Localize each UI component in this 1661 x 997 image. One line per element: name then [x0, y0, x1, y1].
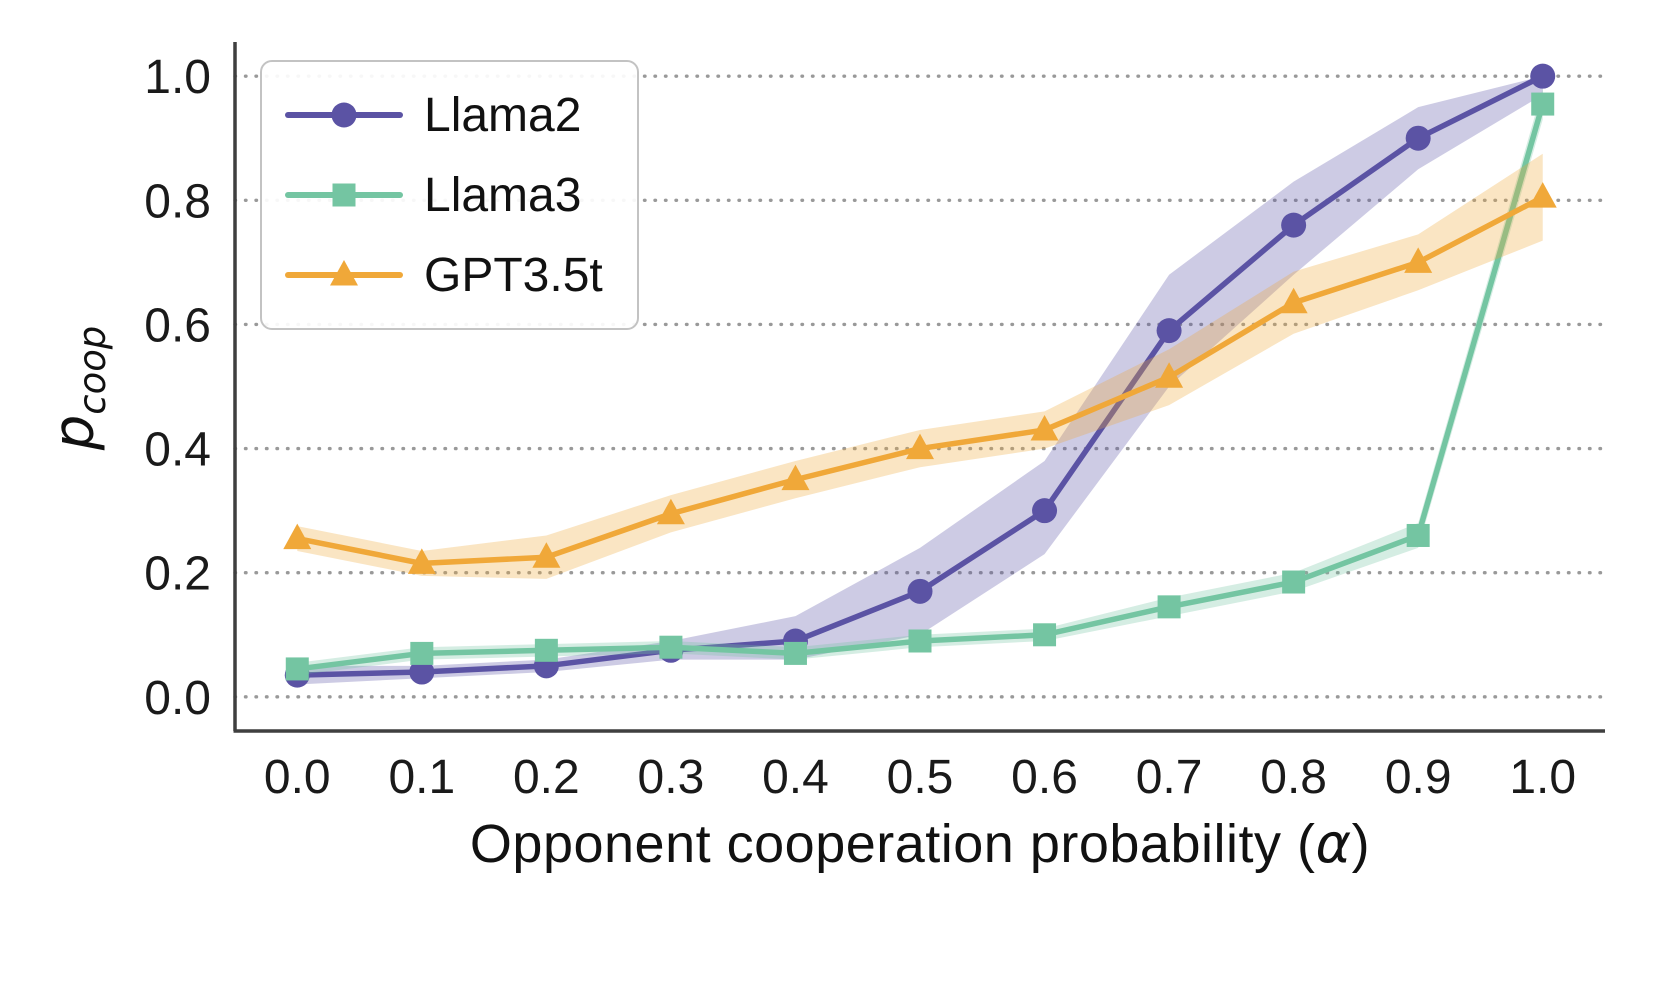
x-tick-label: 1.0	[1509, 751, 1576, 804]
x-tick-label: 0.3	[638, 751, 705, 804]
circle-marker-icon	[409, 659, 435, 685]
legend-item-gpt35t: GPT3.5t	[284, 238, 603, 312]
legend-swatch-llama3	[285, 183, 403, 207]
circle-marker-icon	[1156, 318, 1182, 344]
triangle-marker-icon	[906, 433, 934, 460]
x-tick-label: 0.9	[1385, 751, 1452, 804]
circle-marker-icon	[907, 578, 933, 604]
confidence-band-llama2	[297, 76, 1543, 685]
circle-marker-icon	[1405, 125, 1431, 151]
x-tick-label: 0.2	[513, 751, 580, 804]
legend-swatch-gpt35t	[285, 260, 403, 286]
y-tick-label: 1.0	[144, 51, 211, 104]
triangle-marker-icon	[781, 464, 810, 491]
x-tick-label: 0.1	[388, 751, 455, 804]
tick-labels: 0.0 0.1 0.2 0.3 0.4 0.5 0.6 0.7 0.8 0.9 1.0 0.0 0.2 0…	[144, 51, 1576, 804]
square-marker-icon	[410, 641, 434, 665]
circle-marker-icon	[1032, 498, 1058, 524]
triangle-marker-icon	[1030, 414, 1059, 441]
square-marker-icon	[285, 657, 309, 681]
x-tick-label: 0.8	[1260, 751, 1327, 804]
square-marker-icon	[534, 638, 558, 662]
circle-marker-icon	[1530, 63, 1556, 89]
circle-marker-icon	[331, 102, 357, 128]
square-marker-icon	[1033, 623, 1057, 647]
x-tick-label: 0.6	[1011, 751, 1078, 804]
triangle-marker-icon	[656, 498, 685, 525]
square-marker-icon	[1406, 523, 1430, 547]
square-marker-icon	[783, 641, 807, 665]
legend-swatch-llama2	[285, 102, 403, 128]
triangle-marker-icon	[1404, 247, 1433, 273]
square-marker-icon	[659, 635, 683, 659]
legend-label-llama3: Llama3	[424, 168, 582, 222]
square-marker-icon	[332, 183, 356, 207]
y-tick-label: 0.6	[144, 299, 211, 352]
x-tick-label: 0.7	[1136, 751, 1203, 804]
x-tick-label: 0.0	[264, 751, 331, 804]
triangle-marker-icon	[283, 523, 312, 550]
x-axis-label-text: Opponent cooperation probability (	[469, 814, 1316, 874]
square-marker-icon	[1157, 595, 1181, 619]
triangle-marker-icon	[1528, 182, 1557, 208]
y-tick-label: 0.2	[144, 548, 211, 601]
series-gpt35t	[283, 153, 1557, 579]
y-tick-label: 0.8	[144, 175, 211, 228]
square-marker-icon	[908, 629, 932, 653]
series-llama3	[285, 88, 1555, 681]
y-axis-label-main: p	[41, 414, 107, 451]
legend: Llama2 Llama3 GPT3.5t	[260, 60, 639, 330]
triangle-marker-icon	[407, 548, 436, 574]
legend-item-llama2: Llama2	[284, 78, 603, 152]
x-axis-label-close: )	[1351, 814, 1371, 874]
square-marker-icon	[1531, 92, 1555, 116]
alpha-symbol: α	[1315, 812, 1352, 875]
axes-spines	[233, 42, 1605, 733]
y-tick-label: 0.0	[144, 672, 211, 725]
legend-item-llama3: Llama3	[284, 158, 603, 232]
triangle-marker-icon	[1155, 362, 1184, 388]
circle-marker-icon	[1281, 212, 1307, 238]
legend-label-gpt35t: GPT3.5t	[424, 248, 603, 302]
triangle-marker-icon	[1279, 287, 1308, 314]
legend-label-llama2: Llama2	[424, 88, 582, 142]
y-axis-label-sub: coop	[71, 325, 115, 415]
triangle-marker-icon	[330, 260, 358, 286]
y-axis-label: pcoop	[42, 326, 114, 451]
y-tick-label: 0.4	[144, 424, 211, 477]
x-tick-label: 0.4	[762, 751, 829, 804]
triangle-marker-icon	[532, 542, 561, 568]
square-marker-icon	[1282, 570, 1306, 594]
x-axis-label: Opponent cooperation probability (α)	[470, 812, 1370, 875]
x-tick-label: 0.5	[887, 751, 954, 804]
